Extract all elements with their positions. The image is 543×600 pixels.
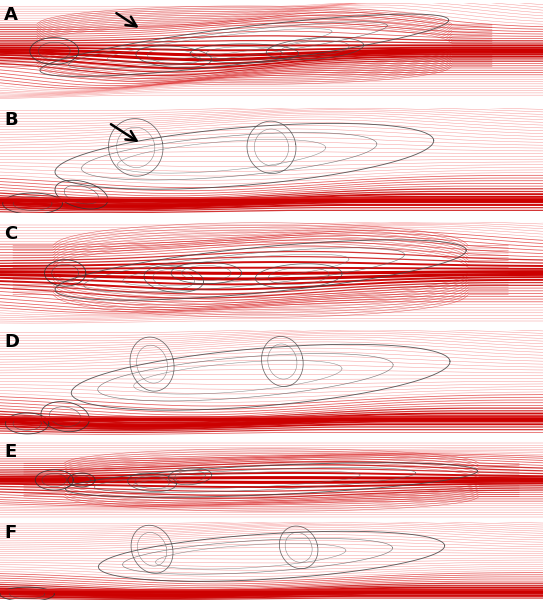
Text: B: B <box>4 111 18 129</box>
Text: D: D <box>4 333 20 351</box>
Text: C: C <box>4 225 17 243</box>
Text: A: A <box>4 6 18 24</box>
Text: F: F <box>4 524 17 542</box>
Text: E: E <box>4 443 17 461</box>
